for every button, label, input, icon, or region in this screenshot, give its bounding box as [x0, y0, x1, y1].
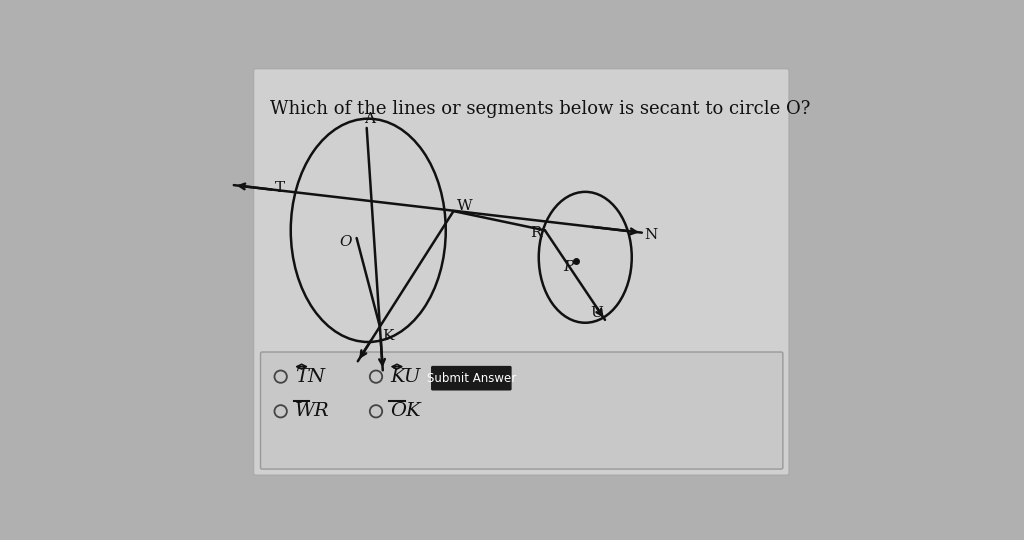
- Text: A: A: [365, 112, 376, 126]
- Text: K: K: [382, 329, 393, 343]
- Text: KU: KU: [390, 368, 420, 386]
- Text: R: R: [529, 226, 542, 240]
- Text: N: N: [644, 228, 657, 242]
- Text: Which of the lines or segments below is secant to circle O?: Which of the lines or segments below is …: [270, 100, 810, 118]
- Text: TN: TN: [295, 368, 325, 386]
- Text: OK: OK: [390, 402, 421, 420]
- Text: U: U: [591, 306, 603, 320]
- Text: P: P: [563, 260, 573, 274]
- Text: O: O: [340, 235, 352, 249]
- Text: W: W: [457, 199, 472, 213]
- Text: WR: WR: [295, 402, 330, 420]
- FancyBboxPatch shape: [431, 366, 512, 390]
- Text: T: T: [274, 181, 285, 195]
- FancyBboxPatch shape: [254, 69, 790, 475]
- FancyBboxPatch shape: [260, 352, 783, 469]
- Text: Submit Answer: Submit Answer: [427, 372, 516, 384]
